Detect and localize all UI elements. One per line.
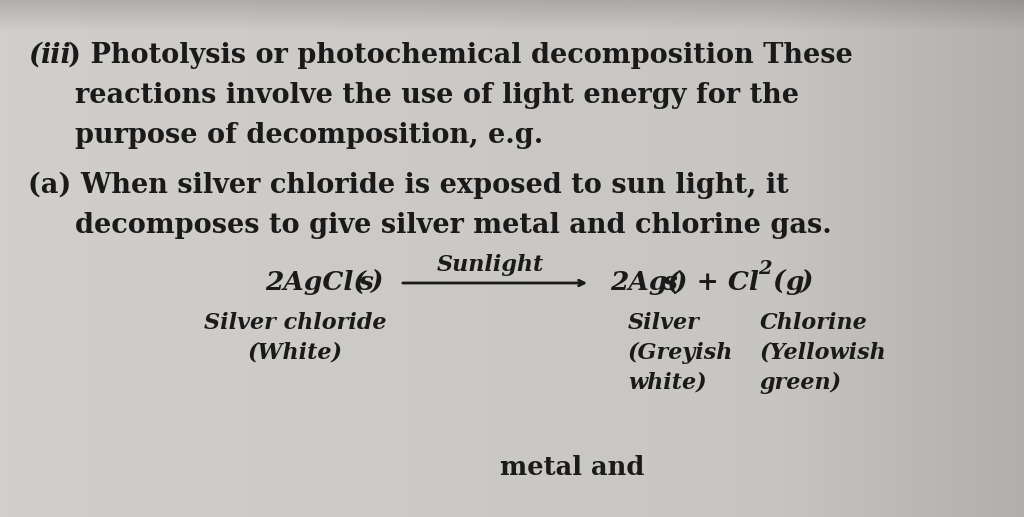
- Text: 2AgCl(: 2AgCl(: [265, 270, 366, 295]
- Text: s: s: [358, 270, 373, 295]
- Text: Sunlight: Sunlight: [436, 254, 544, 276]
- Text: purpose of decomposition, e.g.: purpose of decomposition, e.g.: [75, 122, 544, 149]
- Text: ) Photolysis or photochemical decomposition These: ) Photolysis or photochemical decomposit…: [68, 42, 853, 69]
- Text: (: (: [28, 42, 41, 69]
- Text: ) + Cl: ) + Cl: [675, 270, 759, 295]
- Text: metal and: metal and: [500, 455, 644, 480]
- Text: Silver chloride: Silver chloride: [204, 312, 386, 334]
- Text: (Yellowish: (Yellowish: [760, 342, 887, 364]
- Text: Silver: Silver: [628, 312, 699, 334]
- Text: ): ): [371, 270, 384, 295]
- Text: 2Ag(: 2Ag(: [610, 270, 680, 295]
- Text: iii: iii: [40, 42, 71, 69]
- Text: (a) When silver chloride is exposed to sun light, it: (a) When silver chloride is exposed to s…: [28, 172, 788, 200]
- Text: s: s: [662, 270, 677, 295]
- Text: decomposes to give silver metal and chlorine gas.: decomposes to give silver metal and chlo…: [75, 212, 831, 239]
- Text: green): green): [760, 372, 842, 394]
- Text: (Greyish: (Greyish: [628, 342, 733, 364]
- Text: reactions involve the use of light energy for the: reactions involve the use of light energ…: [75, 82, 799, 109]
- Text: g: g: [785, 270, 804, 295]
- Text: 2: 2: [758, 260, 772, 278]
- Text: ): ): [801, 270, 813, 295]
- Text: (: (: [772, 270, 784, 295]
- Text: Chlorine: Chlorine: [760, 312, 867, 334]
- Text: white): white): [628, 372, 707, 394]
- Text: (White): (White): [248, 342, 342, 364]
